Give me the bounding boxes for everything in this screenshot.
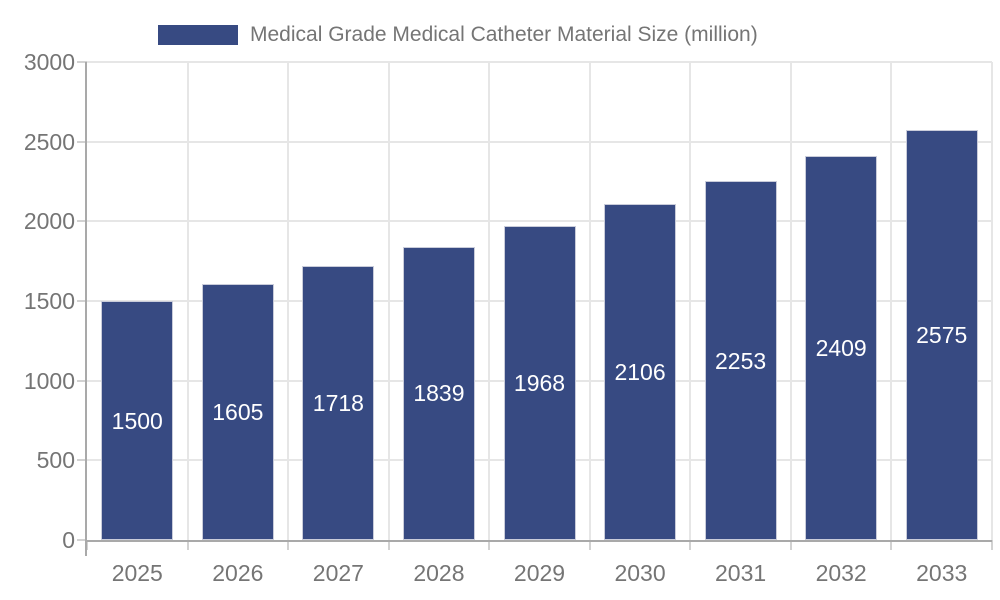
bar-2026 <box>201 284 274 540</box>
gridline-horizontal <box>87 220 992 223</box>
x-axis-tick <box>789 540 792 550</box>
x-axis-tick <box>488 540 491 550</box>
bar-2025 <box>101 301 174 540</box>
legend-swatch <box>158 25 238 45</box>
y-axis-label: 500 <box>36 447 75 474</box>
bar-value-label: 1839 <box>413 380 465 407</box>
gridline-vertical <box>287 62 290 540</box>
x-axis-label: 2028 <box>413 560 465 586</box>
x-axis-label: 2026 <box>212 560 264 586</box>
x-axis-tick <box>186 540 189 550</box>
gridline-vertical <box>387 62 390 540</box>
gridline-horizontal <box>87 140 992 143</box>
gridline-vertical <box>991 62 993 540</box>
bar-value-label: 1500 <box>111 407 163 434</box>
x-axis-tick <box>689 540 692 550</box>
gridline-vertical <box>588 62 591 540</box>
x-axis-label: 2030 <box>614 560 666 586</box>
x-axis-label: 2032 <box>815 560 867 586</box>
y-axis-label: 0 <box>62 527 75 553</box>
y-axis-label: 2500 <box>23 128 75 155</box>
x-axis-tick <box>287 540 290 550</box>
bar-value-label: 1718 <box>312 390 364 417</box>
y-axis-tick <box>77 459 87 462</box>
y-axis-label: 1000 <box>23 367 75 394</box>
x-axis-label: 2027 <box>312 560 364 586</box>
bar-2031 <box>704 181 777 540</box>
x-axis-line <box>85 540 992 542</box>
y-axis-label: 2000 <box>23 208 75 235</box>
bar-value-label: 2253 <box>715 347 767 374</box>
x-axis-label: 2033 <box>916 560 968 586</box>
y-axis-label: 1500 <box>23 288 75 314</box>
bar-2029 <box>503 226 576 540</box>
y-axis-tick <box>77 220 87 223</box>
bar-value-label: 2106 <box>614 359 666 386</box>
gridline-vertical <box>789 62 792 540</box>
bar-value-label: 1605 <box>212 399 264 426</box>
bar-2032 <box>805 156 878 540</box>
bar-value-label: 2575 <box>916 321 968 348</box>
x-axis-label: 2025 <box>111 560 163 586</box>
bar-2028 <box>402 246 475 540</box>
gridline-vertical <box>186 62 189 540</box>
y-axis-line <box>85 62 87 556</box>
x-axis-tick <box>588 540 591 550</box>
y-axis-tick <box>77 61 87 63</box>
gridline-vertical <box>890 62 893 540</box>
bar-2030 <box>604 204 677 540</box>
bar-value-label: 1968 <box>513 370 566 397</box>
y-axis-tick <box>77 539 87 541</box>
y-axis-tick <box>77 300 87 302</box>
y-axis-label: 3000 <box>23 49 75 75</box>
legend-label: Medical Grade Medical Catheter Material … <box>250 23 758 46</box>
bar-value-label: 2409 <box>815 335 867 362</box>
x-axis-label: 2031 <box>715 560 767 586</box>
x-axis-tick <box>86 540 88 550</box>
gridline-vertical <box>488 62 491 540</box>
y-axis-tick <box>77 379 87 382</box>
x-axis-tick <box>387 540 390 550</box>
x-axis-tick <box>991 540 993 550</box>
x-axis-label: 2029 <box>513 560 566 586</box>
x-axis-tick <box>890 540 893 550</box>
y-axis-tick <box>77 140 87 143</box>
bar-2033 <box>905 129 978 540</box>
bar-2027 <box>302 266 375 540</box>
gridline-vertical <box>689 62 692 540</box>
legend: Medical Grade Medical Catheter Material … <box>158 22 758 48</box>
gridline-horizontal <box>87 61 992 63</box>
